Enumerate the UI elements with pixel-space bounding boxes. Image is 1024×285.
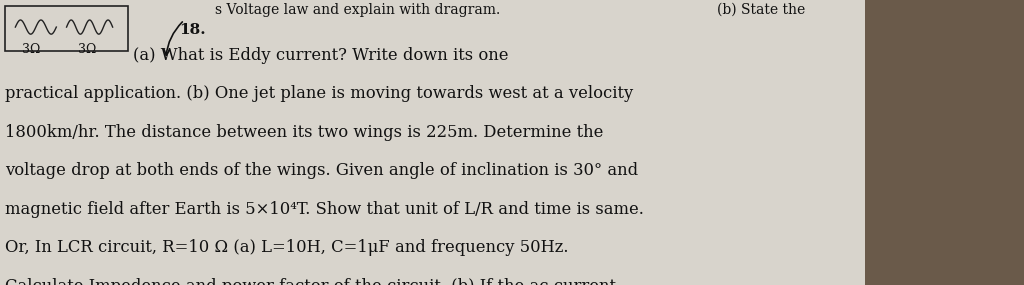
Text: s Voltage law and explain with dragram.: s Voltage law and explain with dragram. (215, 3, 501, 17)
Text: (a) What is Eddy current? Write down its one: (a) What is Eddy current? Write down its… (133, 47, 509, 64)
Text: Calculate Impedence and power factor of the circuit. (b) If the ac current: Calculate Impedence and power factor of … (5, 278, 616, 285)
Text: 3Ω: 3Ω (22, 43, 40, 56)
Text: magnetic field after Earth is 5×10⁴T. Show that unit of L/R and time is same.: magnetic field after Earth is 5×10⁴T. Sh… (5, 201, 644, 218)
Bar (865, 0, 1024, 285)
Text: Or, In LCR circuit, R=10 Ω (a) L=10H, C=1μF and frequency 50Hz.: Or, In LCR circuit, R=10 Ω (a) L=10H, C=… (5, 239, 568, 256)
Text: 3Ω: 3Ω (78, 43, 96, 56)
Text: (b) State the: (b) State the (717, 3, 805, 17)
Text: 18.: 18. (179, 23, 206, 37)
Text: practical application. (b) One jet plane is moving towards west at a velocity: practical application. (b) One jet plane… (5, 86, 634, 103)
Text: 1800km/hr. The distance between its two wings is 225m. Determine the: 1800km/hr. The distance between its two … (5, 124, 603, 141)
Text: voltage drop at both ends of the wings. Given angle of inclination is 30° and: voltage drop at both ends of the wings. … (5, 162, 638, 180)
